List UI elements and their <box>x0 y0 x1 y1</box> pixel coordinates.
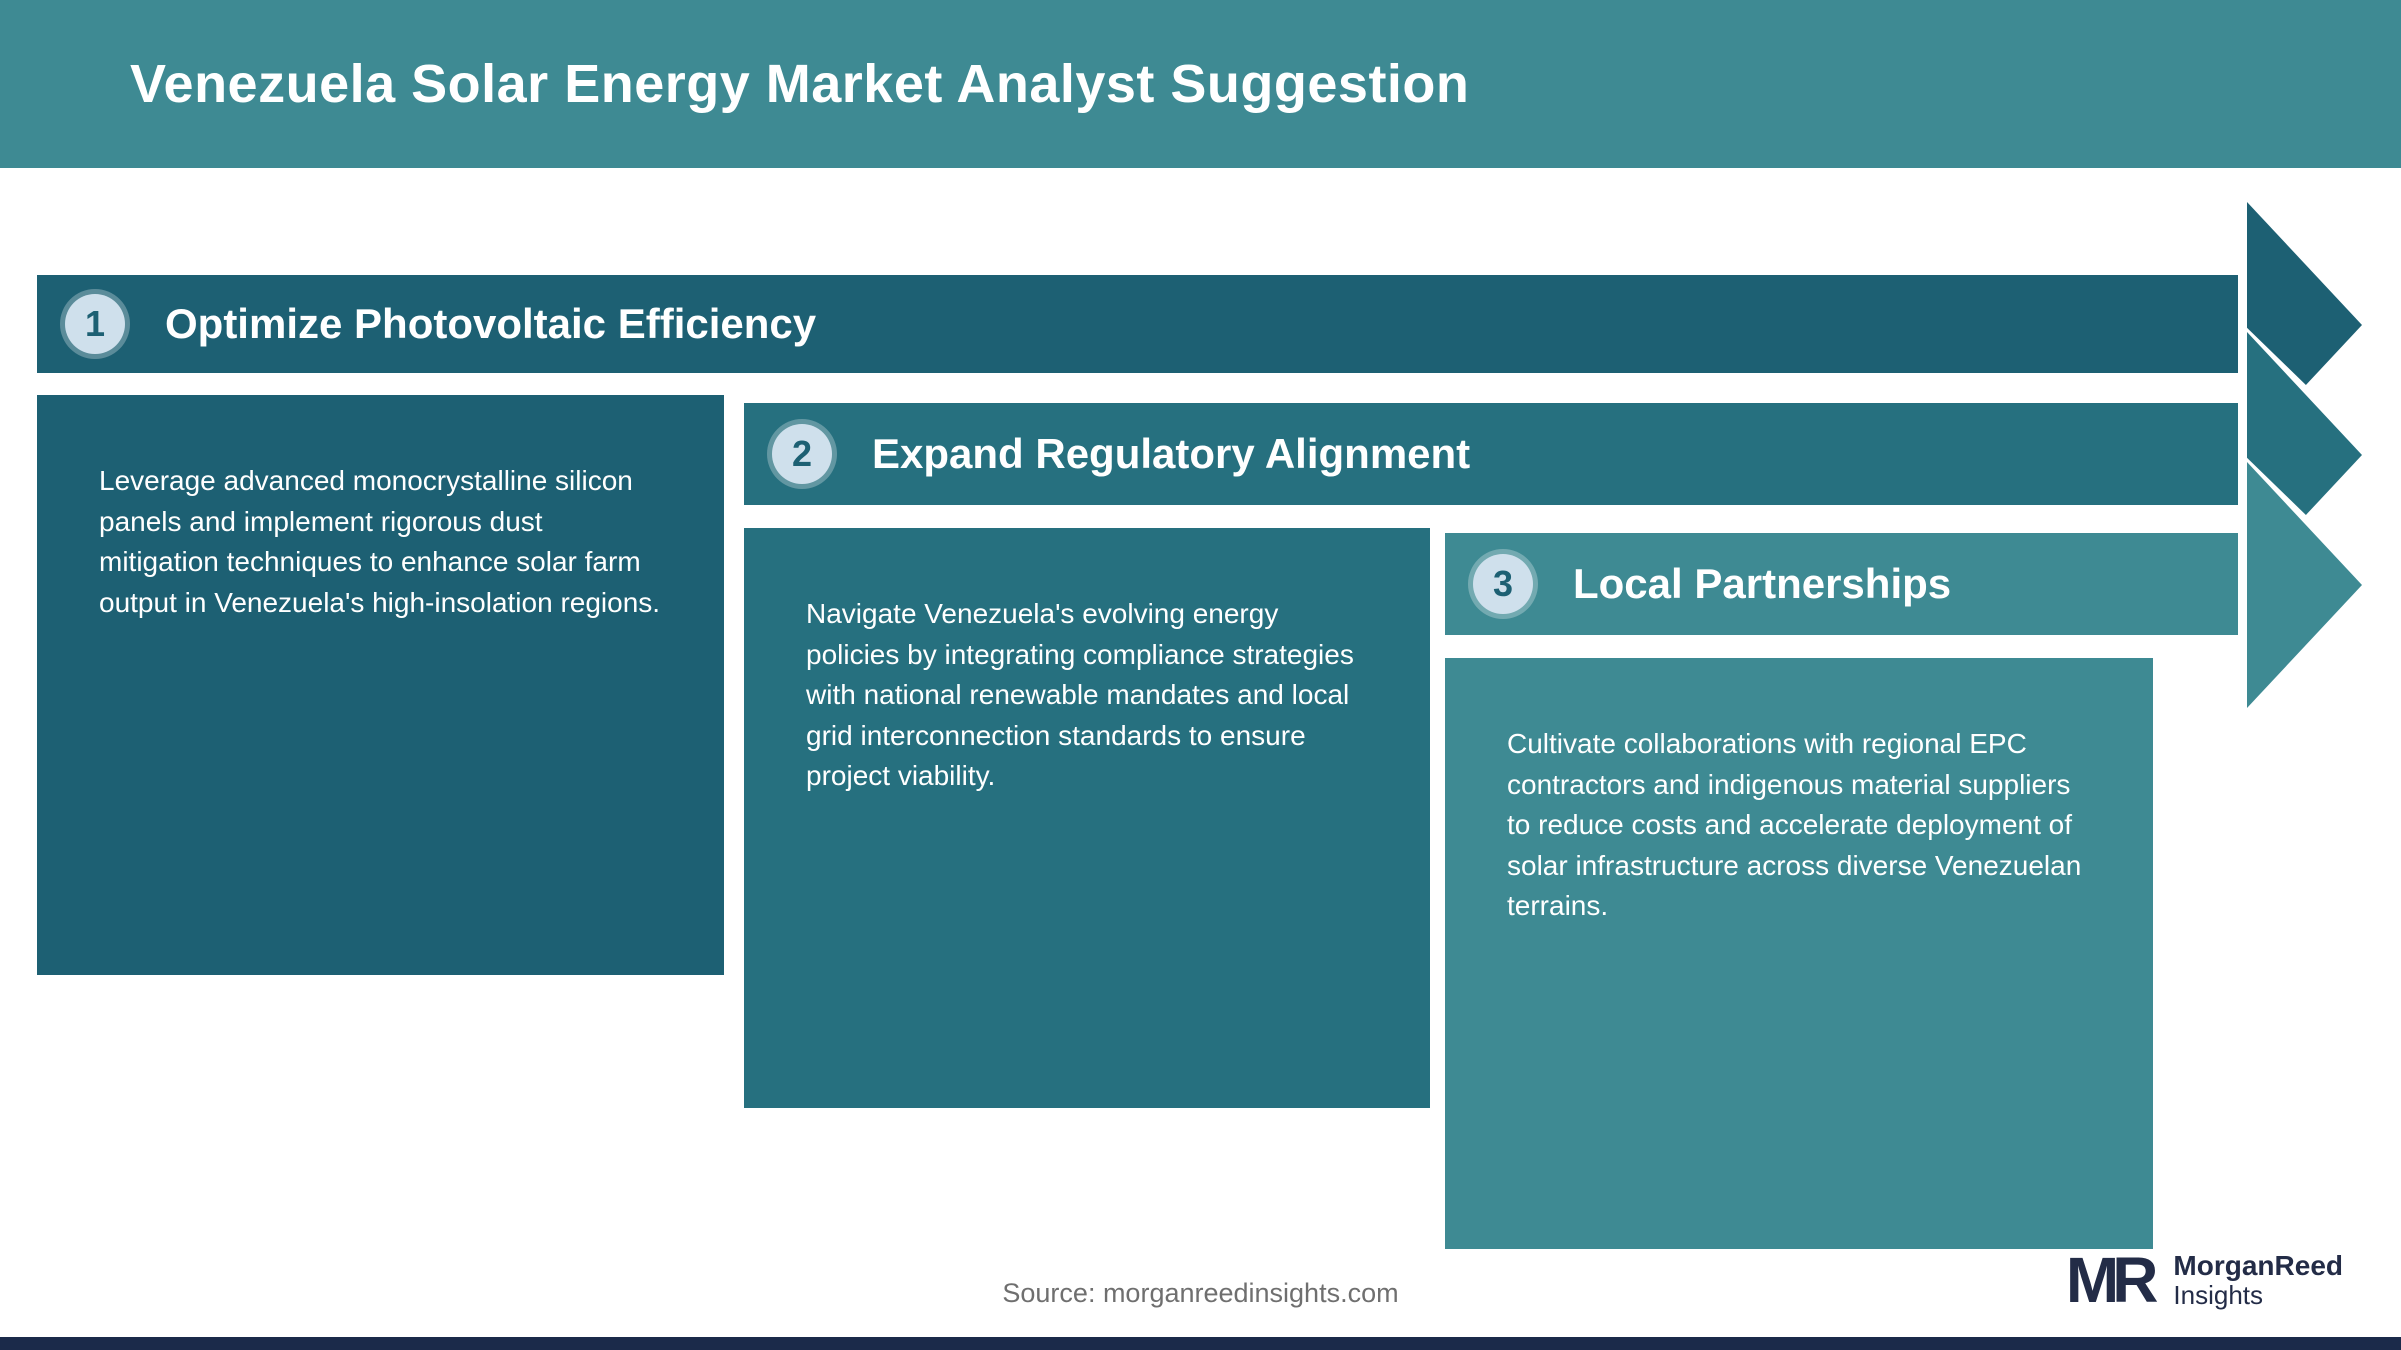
source-attribution: Source: morganreedinsights.com <box>1002 1278 1399 1308</box>
step-2-number-badge: 2 <box>772 424 832 484</box>
step-3-description-box: Cultivate collaborations with regional E… <box>1445 658 2153 1249</box>
step-3-number-badge: 3 <box>1473 554 1533 614</box>
step-3-arrow-bar: 3 Local Partnerships <box>1445 533 2238 635</box>
step-2-description: Navigate Venezuela's evolving energy pol… <box>806 598 1354 792</box>
step-2-title: Expand Regulatory Alignment <box>872 430 1471 477</box>
brand-name: MorganReed <box>2173 1249 2343 1281</box>
step-2-description-box: Navigate Venezuela's evolving energy pol… <box>744 528 1430 1108</box>
step-3-number: 3 <box>1492 563 1514 604</box>
step-3-title: Local Partnerships <box>1573 560 1952 607</box>
step-1-title: Optimize Photovoltaic Efficiency <box>165 300 817 347</box>
step-2-number: 2 <box>791 433 813 474</box>
header: Venezuela Solar Energy Market Analyst Su… <box>0 0 2401 168</box>
morganreed-monogram-icon: MR <box>2065 1244 2158 1316</box>
step-1-description: Leverage advanced monocrystalline silico… <box>99 465 661 618</box>
step-1-arrow-bar: 1 Optimize Photovoltaic Efficiency <box>37 275 2238 373</box>
brand-subname: Insights <box>2173 1280 2264 1311</box>
step-1-description-box: Leverage advanced monocrystalline silico… <box>37 395 724 975</box>
step-2-arrow-bar: 2 Expand Regulatory Alignment <box>744 403 2238 505</box>
step-1-number-badge: 1 <box>65 294 125 354</box>
step-3-description: Cultivate collaborations with regional E… <box>1507 728 2082 922</box>
brand-logo: MR MorganReed Insights <box>2066 1248 2343 1312</box>
bottom-accent-bar <box>0 1337 2401 1350</box>
brand-logo-text: MorganReed Insights <box>2173 1250 2343 1310</box>
page-title: Venezuela Solar Energy Market Analyst Su… <box>130 54 1470 114</box>
step-1-number: 1 <box>84 303 106 344</box>
